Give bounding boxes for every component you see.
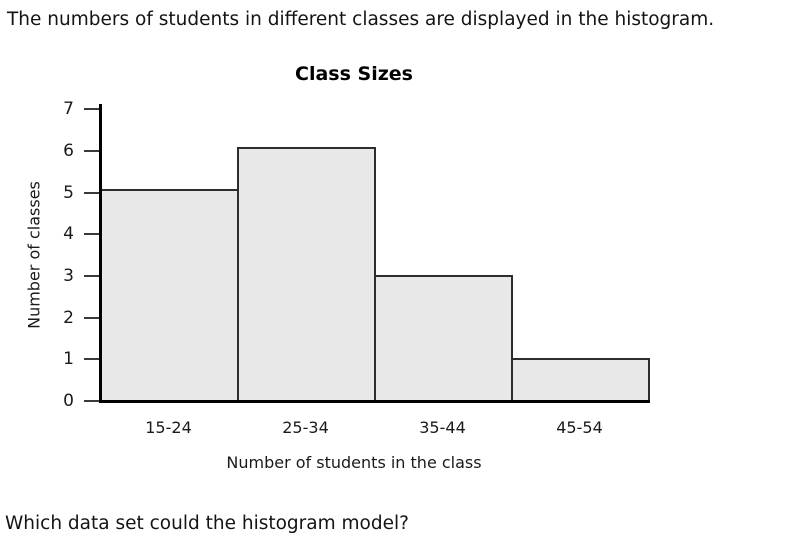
y-tick-label: 0 [63,391,74,411]
y-tick-mark [84,316,100,319]
y-tick-label: 2 [63,307,74,328]
histogram-bar-25-34 [237,146,376,403]
x-tick-label: 25-34 [282,418,329,437]
y-tick-label: 5 [63,182,74,203]
histogram-bar-15-24 [100,188,239,403]
y-axis-title: Number of classes [24,181,44,329]
y-tick-mark [84,191,100,194]
histogram-bar-35-44 [374,274,513,403]
histogram-bar-45-54 [511,358,650,403]
y-tick-label: 6 [63,140,74,161]
y-tick-label: 1 [63,349,74,370]
x-axis-title: Number of students in the class [226,453,482,472]
y-tick-mark [84,274,100,277]
question-text: Which data set could the histogram model… [5,513,409,534]
y-tick-mark [84,149,100,152]
x-tick-label: 15-24 [145,418,192,437]
y-tick-label: 3 [63,265,74,286]
y-tick-mark [84,358,100,361]
chart-title: Class Sizes [295,63,413,85]
x-tick-label: 45-54 [556,418,603,437]
y-axis-line [99,104,102,403]
y-tick-mark [84,400,100,402]
x-tick-label: 35-44 [419,418,466,437]
question-intro-text: The numbers of students in different cla… [7,9,715,30]
y-tick-mark [84,233,100,236]
x-axis-line [99,400,650,403]
y-tick-mark [84,108,100,111]
y-tick-label: 4 [63,224,74,245]
y-tick-label: 7 [63,99,74,120]
